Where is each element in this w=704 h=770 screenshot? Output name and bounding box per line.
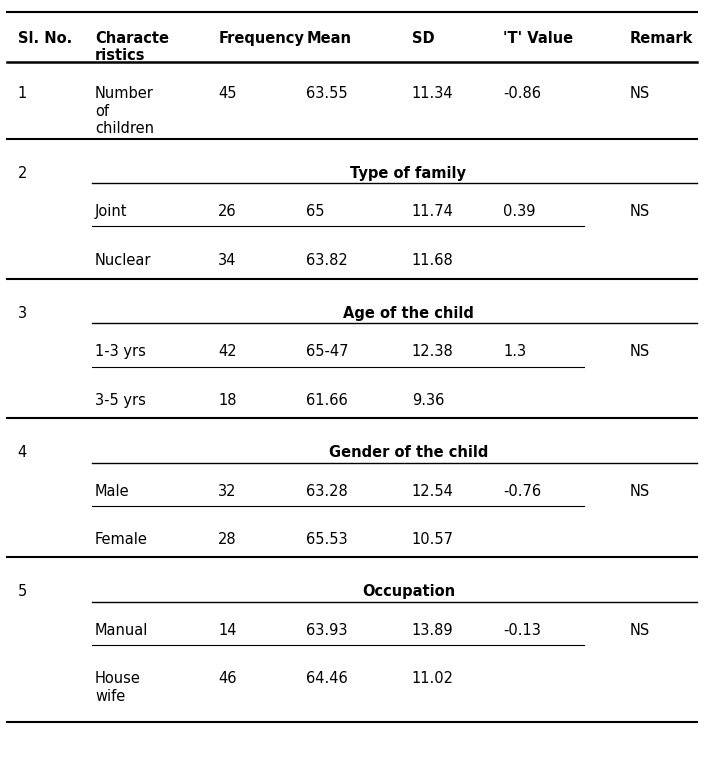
Text: 1.3: 1.3 bbox=[503, 344, 527, 359]
Text: Mean: Mean bbox=[306, 31, 351, 45]
Text: Characte
ristics: Characte ristics bbox=[95, 31, 169, 63]
Text: Age of the child: Age of the child bbox=[343, 306, 474, 320]
Text: 3: 3 bbox=[18, 306, 27, 320]
Text: 11.68: 11.68 bbox=[412, 253, 453, 267]
Text: 18: 18 bbox=[218, 393, 237, 407]
Text: 32: 32 bbox=[218, 484, 237, 498]
Text: 42: 42 bbox=[218, 344, 237, 359]
Text: Number
of
children: Number of children bbox=[95, 86, 154, 136]
Text: Male: Male bbox=[95, 484, 130, 498]
Text: 9.36: 9.36 bbox=[412, 393, 444, 407]
Text: -0.13: -0.13 bbox=[503, 623, 541, 638]
Text: 12.54: 12.54 bbox=[412, 484, 453, 498]
Text: Manual: Manual bbox=[95, 623, 149, 638]
Text: SD: SD bbox=[412, 31, 434, 45]
Text: 'T' Value: 'T' Value bbox=[503, 31, 574, 45]
Text: 34: 34 bbox=[218, 253, 237, 267]
Text: 14: 14 bbox=[218, 623, 237, 638]
Text: 0.39: 0.39 bbox=[503, 204, 536, 219]
Text: 61.66: 61.66 bbox=[306, 393, 348, 407]
Text: Frequency: Frequency bbox=[218, 31, 304, 45]
Text: 63.93: 63.93 bbox=[306, 623, 348, 638]
Text: 11.34: 11.34 bbox=[412, 86, 453, 101]
Text: Female: Female bbox=[95, 532, 148, 547]
Text: Joint: Joint bbox=[95, 204, 127, 219]
Text: 28: 28 bbox=[218, 532, 237, 547]
Text: Remark: Remark bbox=[630, 31, 693, 45]
Text: 13.89: 13.89 bbox=[412, 623, 453, 638]
Text: 65-47: 65-47 bbox=[306, 344, 348, 359]
Text: Type of family: Type of family bbox=[351, 166, 466, 180]
Text: NS: NS bbox=[630, 86, 650, 101]
Text: 4: 4 bbox=[18, 445, 27, 460]
Text: 1-3 yrs: 1-3 yrs bbox=[95, 344, 146, 359]
Text: -0.86: -0.86 bbox=[503, 86, 541, 101]
Text: 65: 65 bbox=[306, 204, 325, 219]
Text: 63.55: 63.55 bbox=[306, 86, 348, 101]
Text: 63.82: 63.82 bbox=[306, 253, 348, 267]
Text: NS: NS bbox=[630, 623, 650, 638]
Text: 46: 46 bbox=[218, 671, 237, 686]
Text: 65.53: 65.53 bbox=[306, 532, 348, 547]
Text: NS: NS bbox=[630, 204, 650, 219]
Text: 45: 45 bbox=[218, 86, 237, 101]
Text: Sl. No.: Sl. No. bbox=[18, 31, 72, 45]
Text: 5: 5 bbox=[18, 584, 27, 599]
Text: 11.74: 11.74 bbox=[412, 204, 453, 219]
Text: 64.46: 64.46 bbox=[306, 671, 348, 686]
Text: 3-5 yrs: 3-5 yrs bbox=[95, 393, 146, 407]
Text: 26: 26 bbox=[218, 204, 237, 219]
Text: 10.57: 10.57 bbox=[412, 532, 454, 547]
Text: 2: 2 bbox=[18, 166, 27, 180]
Text: 1: 1 bbox=[18, 86, 27, 101]
Text: Gender of the child: Gender of the child bbox=[329, 445, 488, 460]
Text: NS: NS bbox=[630, 484, 650, 498]
Text: 12.38: 12.38 bbox=[412, 344, 453, 359]
Text: Nuclear: Nuclear bbox=[95, 253, 151, 267]
Text: 63.28: 63.28 bbox=[306, 484, 348, 498]
Text: 11.02: 11.02 bbox=[412, 671, 454, 686]
Text: NS: NS bbox=[630, 344, 650, 359]
Text: -0.76: -0.76 bbox=[503, 484, 541, 498]
Text: House
wife: House wife bbox=[95, 671, 141, 704]
Text: Occupation: Occupation bbox=[362, 584, 455, 599]
